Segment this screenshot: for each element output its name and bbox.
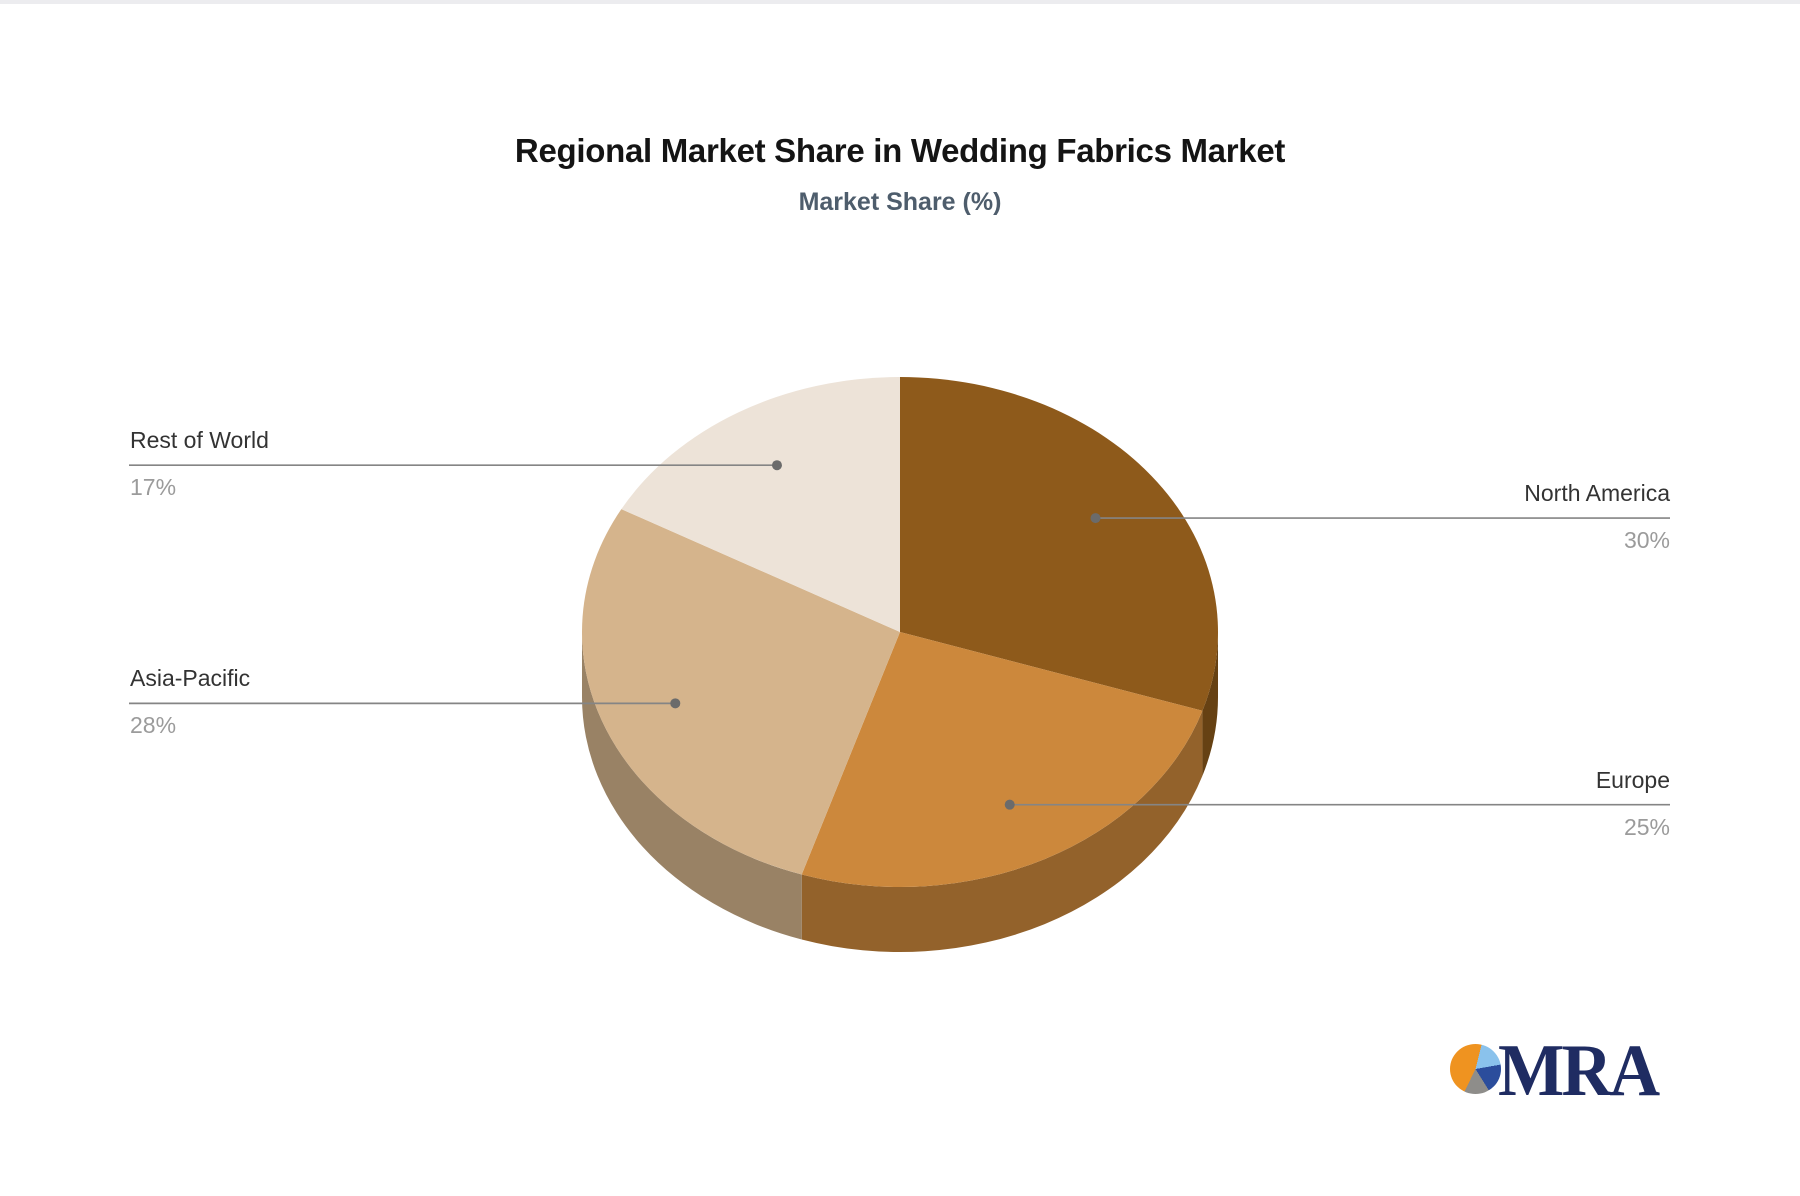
- logo-pie-icon: [1450, 1044, 1501, 1094]
- mra-logo: MRA: [1448, 1022, 1708, 1112]
- slice-label-pct[interactable]: 25%: [1623, 813, 1670, 840]
- slice-label-name[interactable]: Asia-Pacific: [130, 665, 251, 692]
- pie-slice[interactable]: [581, 509, 900, 875]
- chart-title: Regional Market Share in Wedding Fabrics…: [514, 132, 1286, 169]
- window-top-edge: [0, 0, 1800, 4]
- pie-slice[interactable]: [621, 377, 900, 632]
- slice-label-pct[interactable]: 30%: [1623, 527, 1670, 554]
- label-connector-dot: [1004, 799, 1015, 810]
- label-connector-dot: [670, 698, 681, 709]
- label-connector-dot: [771, 460, 782, 471]
- pie-slice-side: [801, 710, 1203, 953]
- slice-label-name[interactable]: Europe: [1595, 766, 1670, 793]
- pie-slice-side: [582, 632, 802, 940]
- slice-label-name[interactable]: North America: [1524, 480, 1670, 507]
- pie-slice[interactable]: [801, 632, 1203, 887]
- logo-text: MRA: [1498, 1030, 1660, 1112]
- pie-slice[interactable]: [900, 377, 1218, 711]
- pie-slice-side: [1202, 632, 1218, 776]
- label-connector-dot: [1090, 513, 1101, 524]
- slice-label-pct[interactable]: 17%: [130, 474, 177, 501]
- slice-label-name[interactable]: Rest of World: [130, 427, 269, 454]
- chart-subtitle: Market Share (%): [798, 188, 1002, 216]
- slice-label-pct[interactable]: 28%: [130, 712, 177, 739]
